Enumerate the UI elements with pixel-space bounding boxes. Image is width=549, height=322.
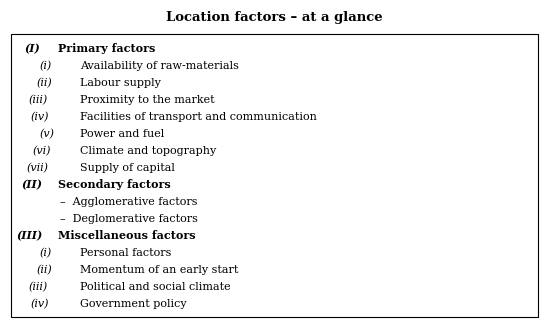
Text: Political and social climate: Political and social climate — [80, 282, 230, 292]
Text: Miscellaneous factors: Miscellaneous factors — [58, 230, 195, 241]
Text: Location factors – at a glance: Location factors – at a glance — [166, 11, 383, 24]
Text: (iii): (iii) — [29, 282, 48, 292]
Text: Climate and topography: Climate and topography — [80, 146, 216, 156]
Text: (ii): (ii) — [36, 265, 52, 275]
Text: Labour supply: Labour supply — [80, 78, 160, 88]
Text: (ii): (ii) — [36, 78, 52, 88]
Text: (iv): (iv) — [31, 299, 49, 309]
Text: Personal factors: Personal factors — [80, 248, 171, 258]
Text: (III): (III) — [16, 230, 43, 241]
Text: (II): (II) — [21, 179, 42, 190]
Text: Government policy: Government policy — [80, 299, 186, 309]
Text: (vii): (vii) — [26, 163, 48, 173]
Text: –  Agglomerative factors: – Agglomerative factors — [60, 197, 198, 207]
Text: (iii): (iii) — [29, 95, 48, 105]
Text: Proximity to the market: Proximity to the market — [80, 95, 214, 105]
Text: (v): (v) — [40, 128, 55, 139]
Text: Facilities of transport and communication: Facilities of transport and communicatio… — [80, 112, 316, 122]
Text: (iv): (iv) — [31, 112, 49, 122]
Text: Momentum of an early start: Momentum of an early start — [80, 265, 238, 275]
Text: (vi): (vi) — [32, 146, 51, 156]
Text: (i): (i) — [40, 61, 52, 71]
Text: (I): (I) — [25, 43, 41, 54]
Text: (i): (i) — [40, 248, 52, 258]
Text: Primary factors: Primary factors — [58, 43, 155, 54]
FancyBboxPatch shape — [11, 34, 538, 317]
Text: Secondary factors: Secondary factors — [58, 179, 170, 190]
Text: Availability of raw-materials: Availability of raw-materials — [80, 61, 238, 71]
Text: Power and fuel: Power and fuel — [80, 129, 164, 139]
Text: Supply of capital: Supply of capital — [80, 163, 175, 173]
Text: –  Deglomerative factors: – Deglomerative factors — [60, 214, 198, 224]
